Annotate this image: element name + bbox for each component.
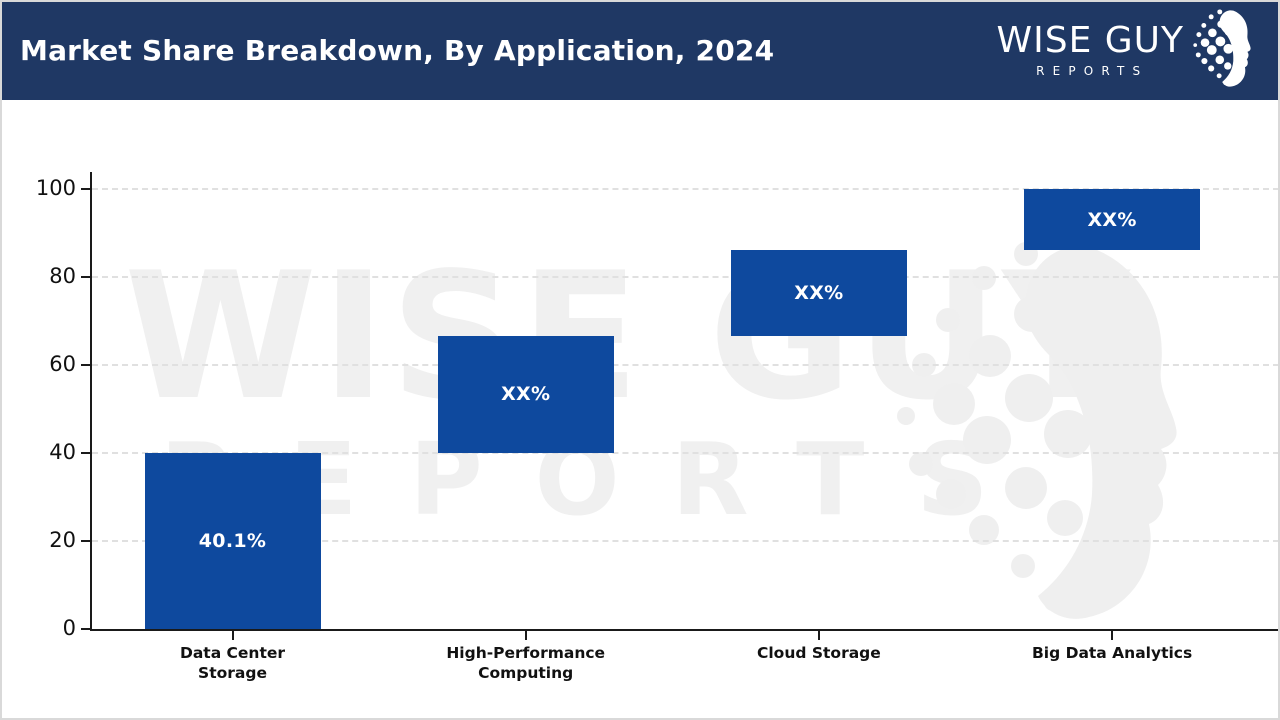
logo-wordmark: WISE GUY REPORTS (996, 19, 1185, 78)
x-category-label: Big Data Analytics (1031, 644, 1193, 662)
y-tick-mark (81, 188, 90, 190)
bar-value-label: XX% (794, 281, 844, 304)
bar-value-label: XX% (1087, 208, 1137, 231)
y-tick-mark (81, 540, 90, 542)
gridline (92, 364, 1278, 366)
logo-name-text: WISE GUY (996, 19, 1184, 61)
plot-area: 0 20 40 60 80 100 40.1% Data Center Storage XX% H… (36, 172, 1278, 682)
y-tick-label: 100 (35, 176, 76, 200)
x-category-label: High-Performance Computing (446, 644, 606, 683)
y-tick-label: 40 (49, 440, 76, 464)
logo-subtitle-text: REPORTS (1036, 63, 1149, 78)
gridline (92, 188, 1278, 190)
wiseguy-face-icon (1193, 9, 1251, 87)
bar: 40.1% (144, 452, 321, 629)
x-category-label: Cloud Storage (756, 644, 881, 662)
y-tick-label: 0 (62, 616, 76, 640)
x-axis-spine (90, 629, 1278, 631)
bar-value-label: 40.1% (198, 529, 267, 552)
wiseguy-logo: WISE GUY REPORTS (997, 7, 1255, 93)
gridline (92, 452, 1278, 454)
gridline (92, 540, 1278, 542)
x-tick-mark (524, 631, 527, 640)
gridline (92, 276, 1278, 278)
y-tick-mark (81, 364, 90, 366)
bar: XX% (437, 335, 614, 453)
y-axis-spine (90, 172, 92, 631)
x-tick-mark (231, 631, 234, 640)
header-bar: Market Share Breakdown, By Application, … (2, 2, 1278, 100)
y-tick-mark (81, 452, 90, 454)
y-tick-label: 60 (49, 352, 76, 376)
chart-title: Market Share Breakdown, By Application, … (20, 33, 775, 67)
x-tick-mark (1111, 631, 1114, 640)
y-tick-label: 20 (49, 528, 76, 552)
y-tick-mark (81, 276, 90, 278)
y-tick-label: 80 (49, 264, 76, 288)
bar: XX% (730, 250, 907, 336)
bar: XX% (1024, 189, 1201, 251)
y-tick-mark (81, 628, 90, 630)
x-tick-mark (817, 631, 820, 640)
bar-value-label: XX% (501, 383, 551, 406)
x-category-label: Data Center Storage (179, 644, 286, 683)
